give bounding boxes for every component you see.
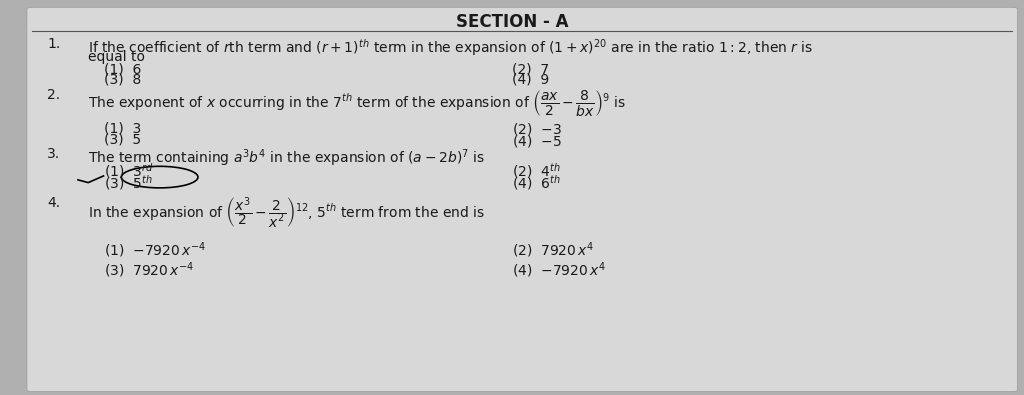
Text: 4.: 4. — [47, 196, 60, 209]
Text: (2)  $7920\,x^{4}$: (2) $7920\,x^{4}$ — [512, 241, 594, 260]
Text: The exponent of $x$ occurring in the $7^{th}$ term of the expansion of $\left(\d: The exponent of $x$ occurring in the $7^… — [88, 88, 627, 118]
Text: (3)  8: (3) 8 — [103, 73, 140, 87]
Text: (4)  $-7920\,x^{4}$: (4) $-7920\,x^{4}$ — [512, 260, 606, 280]
Text: (1)  3: (1) 3 — [103, 121, 140, 135]
Text: SECTION - A: SECTION - A — [456, 13, 568, 31]
Text: (4)  9: (4) 9 — [512, 73, 549, 87]
Text: (4)  $6^{th}$: (4) $6^{th}$ — [512, 173, 561, 192]
Text: (4)  $-5$: (4) $-5$ — [512, 133, 561, 149]
Text: 3.: 3. — [47, 147, 60, 161]
Text: (2)  7: (2) 7 — [512, 62, 549, 76]
Text: (3)  5: (3) 5 — [103, 133, 140, 147]
Text: (3)  $7920\,x^{-4}$: (3) $7920\,x^{-4}$ — [103, 260, 194, 280]
Text: (1)  6: (1) 6 — [103, 62, 141, 76]
Text: 2.: 2. — [47, 88, 60, 102]
Text: The term containing $a^3b^4$ in the expansion of $(a - 2b)^7$ is: The term containing $a^3b^4$ in the expa… — [88, 147, 485, 169]
Text: If the coefficient of $r$th term and $(r + 1)^{th}$ term in the expansion of $(1: If the coefficient of $r$th term and $(r… — [88, 37, 813, 58]
Text: equal to: equal to — [88, 51, 145, 64]
Text: (3)  $5^{th}$: (3) $5^{th}$ — [103, 173, 153, 192]
Text: (2)  $4^{th}$: (2) $4^{th}$ — [512, 161, 561, 180]
Text: 1.: 1. — [47, 37, 60, 51]
Text: (1)  $-7920\,x^{-4}$: (1) $-7920\,x^{-4}$ — [103, 241, 206, 260]
FancyBboxPatch shape — [27, 7, 1018, 392]
Text: In the expansion of $\left(\dfrac{x^3}{2} - \dfrac{2}{x^2}\right)^{12}$, $5^{th}: In the expansion of $\left(\dfrac{x^3}{2… — [88, 196, 485, 231]
Text: (2)  $-3$: (2) $-3$ — [512, 121, 562, 137]
Text: (1)  $3^{rd}$: (1) $3^{rd}$ — [103, 161, 154, 180]
